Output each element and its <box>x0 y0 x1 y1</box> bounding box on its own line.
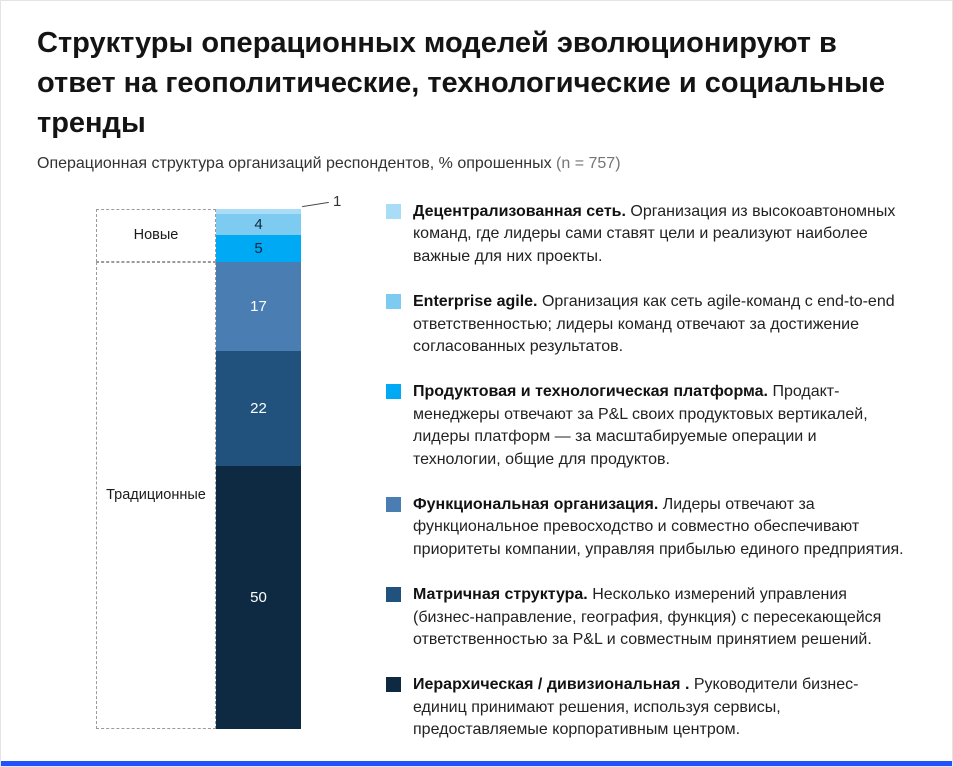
legend-swatch <box>386 204 401 220</box>
segment-value-label: 50 <box>250 589 267 607</box>
legend-term: Функциональная организация. <box>413 495 663 513</box>
chart-row: Новые Традиционные 4 5 17 22 50 1 Децентрализ… <box>37 193 916 764</box>
segment-value-label: 22 <box>250 400 267 418</box>
legend-text: Иерархическая / дивизиональная . Руковод… <box>413 674 906 741</box>
legend-term: Матричная структура. <box>413 586 593 604</box>
legend-description: Руководители бизнес-единиц принимают реш… <box>413 676 859 739</box>
legend-description: Лидеры отвечают за функциональное превос… <box>413 495 904 558</box>
chart-subtitle: Операционная структура организаций респо… <box>37 155 916 173</box>
legend-item-4: Функциональная организация. Лидеры отвеч… <box>386 494 906 561</box>
segment-value-label: 5 <box>254 239 263 257</box>
sample-size-note: (n = 757) <box>556 155 621 173</box>
legend-item-2: Enterprise agile. Организация как сеть a… <box>386 291 906 358</box>
legend-term: Enterprise agile. <box>413 293 542 311</box>
legend-term: Иерархическая / дивизиональная . <box>413 676 694 694</box>
legend-swatch <box>386 677 401 693</box>
bar-segment-5: 22 <box>216 350 301 467</box>
legend-description: Продакт-менеджеры отвечают за P&L своих … <box>413 383 868 468</box>
legend-swatch <box>386 496 401 512</box>
bar-segment-1 <box>216 209 301 215</box>
legend-description: Организация как сеть agile-команд с end-… <box>413 293 895 355</box>
page-title: Структуры операционных моделей эволюцион… <box>37 27 886 140</box>
group-bracket-2: Традиционные <box>96 261 216 730</box>
legend-item-6: Иерархическая / дивизиональная . Руковод… <box>386 674 906 741</box>
group-label: Традиционные <box>106 487 206 504</box>
bar-segment-3: 5 <box>216 235 301 262</box>
segment-value-label: 4 <box>254 216 263 234</box>
legend-item-1: Децентрализованная сеть. Организация из … <box>386 201 906 268</box>
legend-text: Продуктовая и технологическая платформа.… <box>413 381 906 471</box>
legend-text: Функциональная организация. Лидеры отвеч… <box>413 494 906 561</box>
stacked-bar-chart: Новые Традиционные 4 5 17 22 50 1 <box>37 193 350 745</box>
segment-value-label: 17 <box>250 297 267 315</box>
legend-term: Продуктовая и технологическая платформа. <box>413 383 773 401</box>
group-bracket-1: Новые <box>96 209 216 262</box>
legend-swatch <box>386 587 401 603</box>
bar-segment-4: 17 <box>216 261 301 351</box>
legend-swatch <box>386 294 401 310</box>
legend-text: Enterprise agile. Организация как сеть a… <box>413 291 906 358</box>
legend-term: Децентрализованная сеть. <box>413 203 631 221</box>
group-label: Новые <box>133 227 179 244</box>
legend: Децентрализованная сеть. Организация из … <box>386 197 906 764</box>
legend-text: Матричная структура. Несколько измерений… <box>413 584 906 651</box>
bar-segment-6: 50 <box>216 466 301 729</box>
legend-text: Децентрализованная сеть. Организация из … <box>413 201 906 268</box>
subtitle-text: Операционная структура организаций респо… <box>37 155 552 173</box>
legend-item-5: Матричная структура. Несколько измерений… <box>386 584 906 651</box>
bottom-accent-bar <box>1 761 952 766</box>
legend-swatch <box>386 384 401 400</box>
legend-description: Организация из высокоавтономных команд, … <box>413 203 896 265</box>
stacked-bar: 4 5 17 22 50 <box>216 209 301 729</box>
bar-segment-2: 4 <box>216 214 301 236</box>
top-segment-value-label: 1 <box>333 193 342 211</box>
legend-description: Несколько измерений управления (бизнес-н… <box>413 586 882 648</box>
callout-line <box>302 201 329 208</box>
legend-item-3: Продуктовая и технологическая платформа.… <box>386 381 906 471</box>
